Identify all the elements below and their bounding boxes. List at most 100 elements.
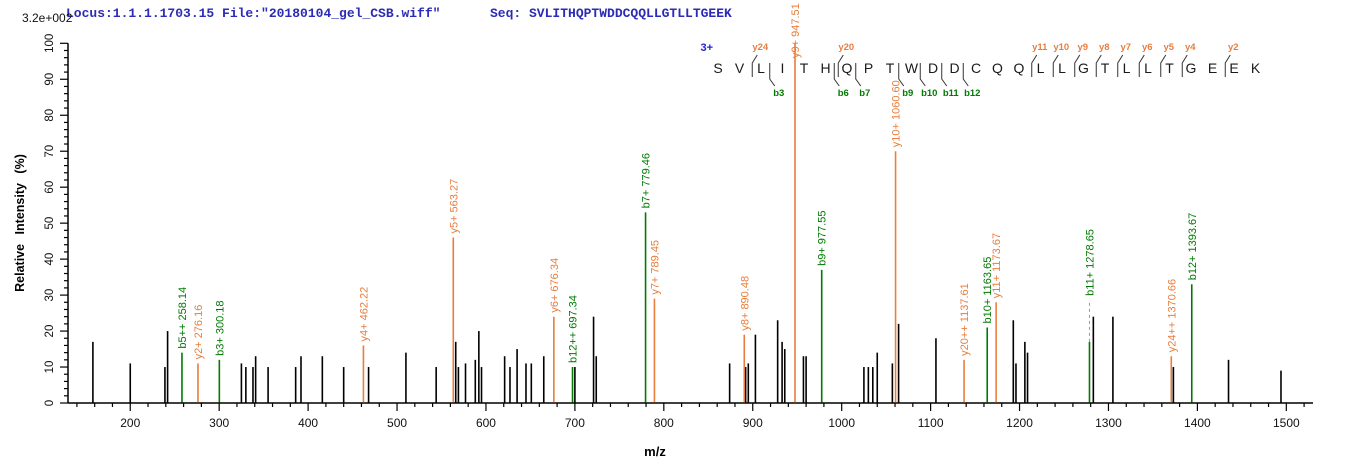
x-tick-label: 800 bbox=[654, 416, 674, 430]
y-ion-label: y4 bbox=[1185, 42, 1196, 53]
y-axis-title: Relative Intensity (%) bbox=[13, 154, 27, 292]
residue-4: I bbox=[781, 60, 785, 76]
peak-label-y20++: y20++ 1137.61 bbox=[959, 283, 971, 356]
x-tick-label: 500 bbox=[387, 416, 407, 430]
y-ion-mark bbox=[1138, 54, 1145, 77]
y-tick-label: 90 bbox=[44, 73, 56, 86]
residue-1: S bbox=[713, 60, 722, 76]
peak-label-b3+: b3+ 300.18 bbox=[214, 300, 226, 355]
y-ion-mark bbox=[1031, 54, 1038, 77]
y-ion-label: y6 bbox=[1142, 42, 1153, 53]
b-ion-mark bbox=[962, 63, 969, 87]
residue-17: L bbox=[1058, 60, 1066, 76]
peak-label-y6+: y6+ 676.34 bbox=[549, 258, 561, 313]
peak-label-y11+: y11+ 1173.67 bbox=[991, 233, 1003, 298]
sequence-label: Seq: SVLITHQPTWDDCQQLLGTLLTGEEK bbox=[490, 6, 732, 21]
y-ion-mark bbox=[1052, 54, 1059, 77]
b-ion-label: b6 bbox=[838, 88, 849, 99]
residue-22: T bbox=[1165, 60, 1174, 76]
peak-label-b12++: b12++ 697.34 bbox=[568, 295, 580, 363]
residue-15: Q bbox=[1014, 60, 1025, 76]
peak-label-y7+: y7+ 789.45 bbox=[649, 240, 661, 295]
y-ion-label: y8 bbox=[1099, 42, 1110, 53]
residue-11: D bbox=[928, 60, 938, 76]
y-tick-label: 60 bbox=[44, 181, 56, 194]
x-tick-label: 300 bbox=[209, 416, 229, 430]
b-ion-mark bbox=[833, 63, 840, 87]
x-tick-label: 1100 bbox=[918, 416, 944, 430]
y-tick-label: 30 bbox=[44, 289, 56, 302]
y-ion-mark bbox=[1224, 54, 1231, 77]
residue-26: K bbox=[1251, 60, 1261, 76]
b-ion-mark bbox=[855, 63, 862, 87]
precursor-charge: 3+ bbox=[700, 42, 713, 54]
x-tick-label: 1500 bbox=[1273, 416, 1300, 430]
x-tick-label: 1000 bbox=[828, 416, 855, 430]
peak-label-y8+: y8+ 890.48 bbox=[739, 276, 751, 331]
residue-18: G bbox=[1078, 60, 1089, 76]
residue-21: L bbox=[1144, 60, 1152, 76]
residue-25: E bbox=[1229, 60, 1238, 76]
peak-label-y5+: y5+ 563.27 bbox=[448, 179, 460, 234]
b-ion-label: b7 bbox=[859, 88, 870, 99]
y-ion-label: y2 bbox=[1228, 42, 1239, 53]
y-tick-label: 70 bbox=[44, 145, 56, 158]
residue-7: Q bbox=[842, 60, 853, 76]
residue-2: V bbox=[735, 60, 745, 76]
y-ion-label: y24 bbox=[752, 42, 769, 53]
peak-label-b9+: b9+ 977.55 bbox=[817, 211, 829, 266]
y-ion-mark bbox=[751, 54, 758, 77]
y-ion-mark bbox=[1117, 54, 1124, 77]
b-ion-label: b11 bbox=[943, 88, 960, 99]
peak-label-b5++: b5++ 258.14 bbox=[177, 287, 189, 349]
y-ion-label: y5 bbox=[1163, 42, 1174, 53]
x-tick-label: 400 bbox=[298, 416, 318, 430]
y-tick-label: 100 bbox=[44, 34, 56, 53]
x-tick-label: 200 bbox=[120, 416, 140, 430]
b-ion-mark bbox=[769, 63, 776, 87]
x-tick-label: 1300 bbox=[1095, 416, 1122, 430]
residue-24: E bbox=[1208, 60, 1217, 76]
peak-label-y2+: y2+ 276.16 bbox=[193, 305, 205, 360]
residue-19: T bbox=[1101, 60, 1110, 76]
residue-13: C bbox=[971, 60, 981, 76]
y-tick-label: 80 bbox=[44, 109, 56, 122]
x-tick-label: 700 bbox=[565, 416, 585, 430]
y-ion-mark bbox=[1074, 54, 1081, 77]
x-axis-title: m/z bbox=[644, 444, 666, 459]
y-ion-label: y9 bbox=[1077, 42, 1088, 53]
residue-23: G bbox=[1186, 60, 1197, 76]
residue-20: L bbox=[1123, 60, 1131, 76]
base-peak-intensity-label: 3.2e+002 bbox=[22, 11, 73, 25]
y-tick-label: 20 bbox=[44, 325, 56, 338]
residue-5: T bbox=[800, 60, 809, 76]
residue-6: H bbox=[820, 60, 830, 76]
residue-3: L bbox=[757, 60, 765, 76]
peak-label-y4+: y4+ 462.22 bbox=[358, 287, 370, 342]
peak-label-b7+: b7+ 779.46 bbox=[641, 153, 653, 208]
residue-8: P bbox=[864, 60, 873, 76]
header-bar: Locus:1.1.1.1703.15 File:"20180104_gel_C… bbox=[0, 6, 1362, 26]
x-tick-label: 1200 bbox=[1006, 416, 1033, 430]
y-tick-label: 10 bbox=[44, 361, 56, 374]
peak-label-b10+: b10+ 1163.65 bbox=[982, 257, 994, 324]
y-ion-label: y7 bbox=[1120, 42, 1131, 53]
b-ion-label: b10 bbox=[921, 88, 937, 99]
x-tick-label: 600 bbox=[476, 416, 496, 430]
peak-label-b12+: b12+ 1393.67 bbox=[1187, 213, 1199, 281]
y-ion-mark bbox=[1160, 54, 1167, 77]
peak-label-b11+: b11+ 1278.65 bbox=[1084, 229, 1096, 296]
y-ion-mark bbox=[1181, 54, 1188, 77]
peak-label-y24++: y24++ 1370.66 bbox=[1166, 279, 1178, 352]
y-ion-mark bbox=[837, 54, 844, 77]
x-tick-label: 1400 bbox=[1184, 416, 1211, 430]
locus-file-label: Locus:1.1.1.1703.15 File:"20180104_gel_C… bbox=[66, 6, 441, 21]
peak-label-y9+: y9+ 947.51 bbox=[790, 3, 802, 58]
residue-14: Q bbox=[992, 60, 1003, 76]
x-tick-label: 900 bbox=[743, 416, 763, 430]
b-ion-mark bbox=[941, 63, 948, 87]
y-ion-label: y11 bbox=[1032, 42, 1048, 53]
y-ion-mark bbox=[1095, 54, 1102, 77]
